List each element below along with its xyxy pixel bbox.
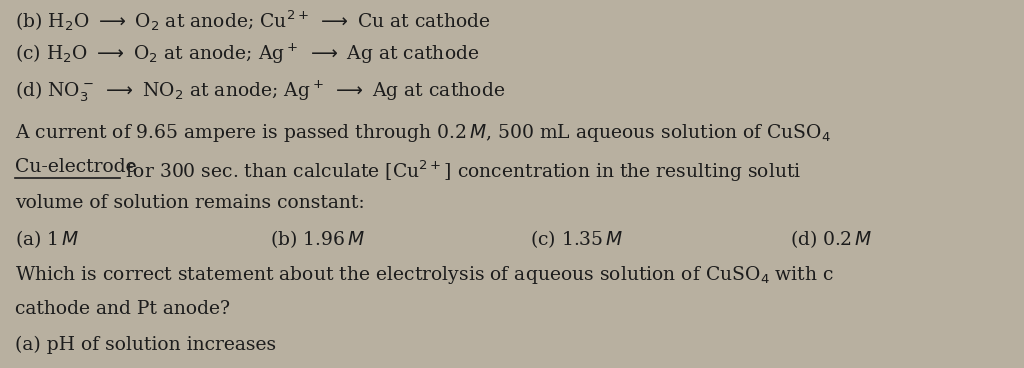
Text: (a) 1$\,M$: (a) 1$\,M$ [15, 228, 80, 250]
Text: (a) pH of solution increases: (a) pH of solution increases [15, 336, 276, 354]
Text: volume of solution remains constant:: volume of solution remains constant: [15, 194, 365, 212]
Text: (c) H$_2$O $\longrightarrow$ O$_2$ at anode; Ag$^+$ $\longrightarrow$ Ag at cath: (c) H$_2$O $\longrightarrow$ O$_2$ at an… [15, 42, 479, 66]
Text: (d) 0.2$\,M$: (d) 0.2$\,M$ [790, 228, 872, 250]
Text: (b) H$_2$O $\longrightarrow$ O$_2$ at anode; Cu$^{2+}$ $\longrightarrow$ Cu at c: (b) H$_2$O $\longrightarrow$ O$_2$ at an… [15, 8, 490, 33]
Text: Cu-electrode: Cu-electrode [15, 158, 136, 176]
Text: Which is correct statement about the electrolysis of aqueous solution of CuSO$_4: Which is correct statement about the ele… [15, 264, 835, 286]
Text: (b) 1.96$\,M$: (b) 1.96$\,M$ [270, 228, 366, 250]
Text: (c) 1.35$\,M$: (c) 1.35$\,M$ [530, 228, 624, 250]
Text: (d) NO$_3^-$ $\longrightarrow$ NO$_2$ at anode; Ag$^+$ $\longrightarrow$ Ag at c: (d) NO$_3^-$ $\longrightarrow$ NO$_2$ at… [15, 78, 505, 104]
Text: A current of 9.65 ampere is passed through 0.2$\,M$, 500 mL aqueous solution of : A current of 9.65 ampere is passed throu… [15, 122, 830, 144]
Text: cathode and Pt anode?: cathode and Pt anode? [15, 300, 230, 318]
Text: for 300 sec. than calculate [Cu$^{2+}$] concentration in the resulting soluti: for 300 sec. than calculate [Cu$^{2+}$] … [120, 158, 801, 184]
